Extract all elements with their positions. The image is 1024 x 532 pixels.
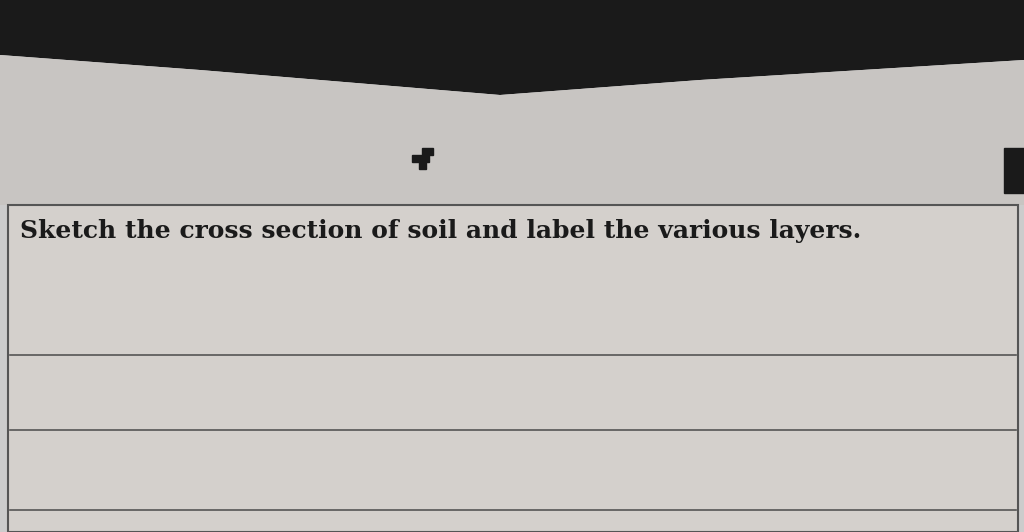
Bar <box>1004 148 1024 193</box>
Text: Sketch the cross section of soil and label the various layers.: Sketch the cross section of soil and lab… <box>20 219 861 243</box>
Bar <box>419 162 426 169</box>
Bar <box>8 205 1018 532</box>
Bar <box>0 0 1024 195</box>
Polygon shape <box>0 55 1024 205</box>
Bar <box>412 155 429 162</box>
Polygon shape <box>0 55 1024 532</box>
Bar <box>422 148 432 155</box>
